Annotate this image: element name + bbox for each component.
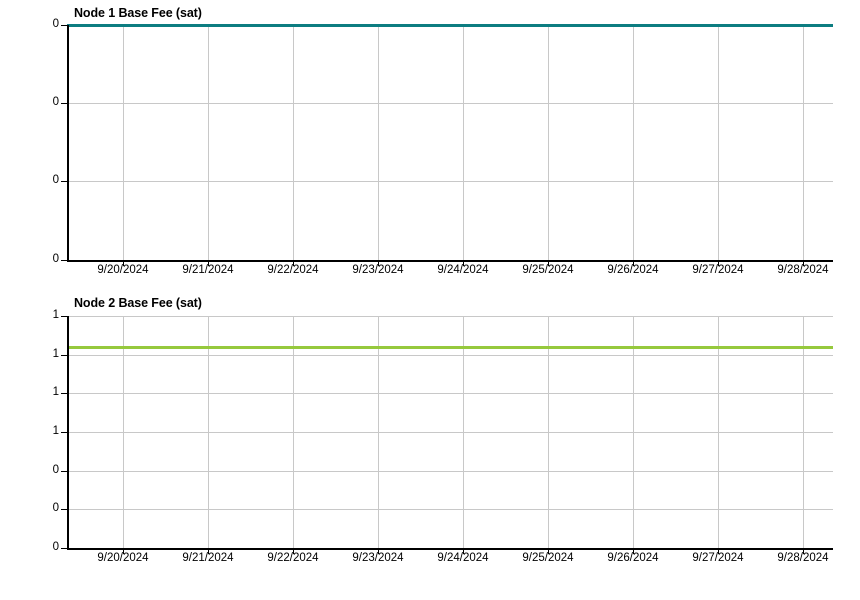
chart-2-x-tick-label: 9/21/2024 — [182, 552, 234, 564]
chart-1-gridline-v — [548, 25, 549, 260]
chart-2-x-tick-label: 9/28/2024 — [777, 552, 829, 564]
chart-node-2-base-fee: Node 2 Base Fee (sat) 1 1 1 1 0 0 0 — [0, 290, 860, 590]
chart-2-x-tick-label: 9/27/2024 — [692, 552, 744, 564]
chart-2-title: Node 2 Base Fee (sat) — [74, 296, 202, 310]
chart-2-y-tick — [61, 471, 67, 472]
chart-1-x-tick-label: 9/27/2024 — [692, 264, 744, 276]
chart-2-x-tick — [378, 549, 379, 554]
chart-2-x-tick — [463, 549, 464, 554]
chart-2-y-tick — [61, 548, 67, 549]
chart-2-gridline-v — [293, 316, 294, 548]
chart-2-gridline-h — [67, 316, 833, 317]
chart-1-x-tick-label: 9/24/2024 — [437, 264, 489, 276]
chart-1-x-tick-label: 9/22/2024 — [267, 264, 319, 276]
chart-1-plot-area — [67, 24, 833, 260]
chart-2-x-tick-label: 9/25/2024 — [522, 552, 574, 564]
chart-1-x-tick — [548, 261, 549, 266]
chart-2-x-axis — [67, 548, 833, 550]
chart-2-x-tick — [718, 549, 719, 554]
chart-2-y-tick — [61, 393, 67, 394]
chart-2-x-tick — [208, 549, 209, 554]
chart-1-gridline-h — [67, 103, 833, 104]
chart-2-y-tick — [61, 509, 67, 510]
chart-1-y-tick — [61, 181, 67, 182]
chart-2-gridline-h — [67, 393, 833, 394]
chart-1-x-tick-label: 9/23/2024 — [352, 264, 404, 276]
chart-1-x-tick — [208, 261, 209, 266]
chart-1-title: Node 1 Base Fee (sat) — [74, 6, 202, 20]
chart-1-x-tick — [803, 261, 804, 266]
chart-1-x-tick — [293, 261, 294, 266]
chart-2-y-tick — [61, 355, 67, 356]
chart-2-gridline-v — [123, 316, 124, 548]
chart-2-x-tick-label: 9/22/2024 — [267, 552, 319, 564]
chart-1-x-tick-label: 9/28/2024 — [777, 264, 829, 276]
chart-1-gridline-v — [633, 25, 634, 260]
chart-1-x-tick-label: 9/21/2024 — [182, 264, 234, 276]
chart-2-series-line — [67, 346, 833, 349]
chart-2-gridline-v — [718, 316, 719, 548]
chart-1-x-tick — [633, 261, 634, 266]
chart-1-gridline-v — [463, 25, 464, 260]
chart-2-gridline-h — [67, 432, 833, 433]
chart-1-x-tick — [123, 261, 124, 266]
chart-2-y-tick-label: 1 — [52, 386, 59, 398]
chart-1-series-line — [67, 24, 833, 27]
chart-1-gridline-v — [208, 25, 209, 260]
chart-2-x-tick-label: 9/23/2024 — [352, 552, 404, 564]
chart-2-gridline-v — [803, 316, 804, 548]
chart-1-gridline-v — [293, 25, 294, 260]
chart-1-x-tick-label: 9/26/2024 — [607, 264, 659, 276]
chart-1-y-tick — [61, 103, 67, 104]
chart-2-x-tick-label: 9/20/2024 — [97, 552, 149, 564]
chart-1-x-tick — [463, 261, 464, 266]
chart-2-x-tick — [633, 549, 634, 554]
chart-1-y-tick-label: 0 — [52, 253, 59, 265]
chart-2-x-tick — [123, 549, 124, 554]
chart-1-y-tick — [61, 25, 67, 26]
chart-2-gridline-h — [67, 509, 833, 510]
chart-2-gridline-v — [463, 316, 464, 548]
chart-1-gridline-v — [718, 25, 719, 260]
chart-1-y-tick — [61, 260, 67, 261]
chart-node-1-base-fee: Node 1 Base Fee (sat) 0 0 0 0 9/20/2024 … — [0, 0, 860, 290]
chart-2-y-tick-label: 1 — [52, 348, 59, 360]
chart-2-x-tick — [548, 549, 549, 554]
chart-1-x-tick — [718, 261, 719, 266]
chart-2-y-tick — [61, 316, 67, 317]
chart-2-y-axis — [67, 316, 69, 549]
chart-1-gridline-v — [123, 25, 124, 260]
chart-2-x-tick-label: 9/26/2024 — [607, 552, 659, 564]
chart-2-gridline-h — [67, 471, 833, 472]
chart-1-y-axis — [67, 25, 69, 261]
chart-2-gridline-v — [208, 316, 209, 548]
chart-1-y-tick-label: 0 — [52, 174, 59, 186]
chart-1-x-tick — [378, 261, 379, 266]
chart-1-gridline-v — [378, 25, 379, 260]
chart-2-gridline-v — [633, 316, 634, 548]
chart-2-gridline-h — [67, 355, 833, 356]
chart-2-x-tick-label: 9/24/2024 — [437, 552, 489, 564]
chart-2-gridline-v — [548, 316, 549, 548]
chart-2-plot-area — [67, 316, 833, 548]
chart-1-y-tick-label: 0 — [52, 96, 59, 108]
chart-2-y-tick-label: 1 — [52, 425, 59, 437]
chart-2-x-tick — [803, 549, 804, 554]
chart-2-y-tick-label: 0 — [52, 502, 59, 514]
chart-2-y-tick-label: 1 — [52, 309, 59, 321]
chart-2-x-tick — [293, 549, 294, 554]
chart-1-x-tick-label: 9/25/2024 — [522, 264, 574, 276]
chart-1-y-tick-label: 0 — [52, 18, 59, 30]
chart-1-gridline-h — [67, 181, 833, 182]
chart-2-gridline-v — [378, 316, 379, 548]
chart-2-y-tick — [61, 432, 67, 433]
chart-2-y-tick-label: 0 — [52, 541, 59, 553]
chart-2-y-tick-label: 0 — [52, 464, 59, 476]
chart-1-gridline-v — [803, 25, 804, 260]
chart-1-x-tick-label: 9/20/2024 — [97, 264, 149, 276]
chart-1-x-axis — [67, 260, 833, 262]
